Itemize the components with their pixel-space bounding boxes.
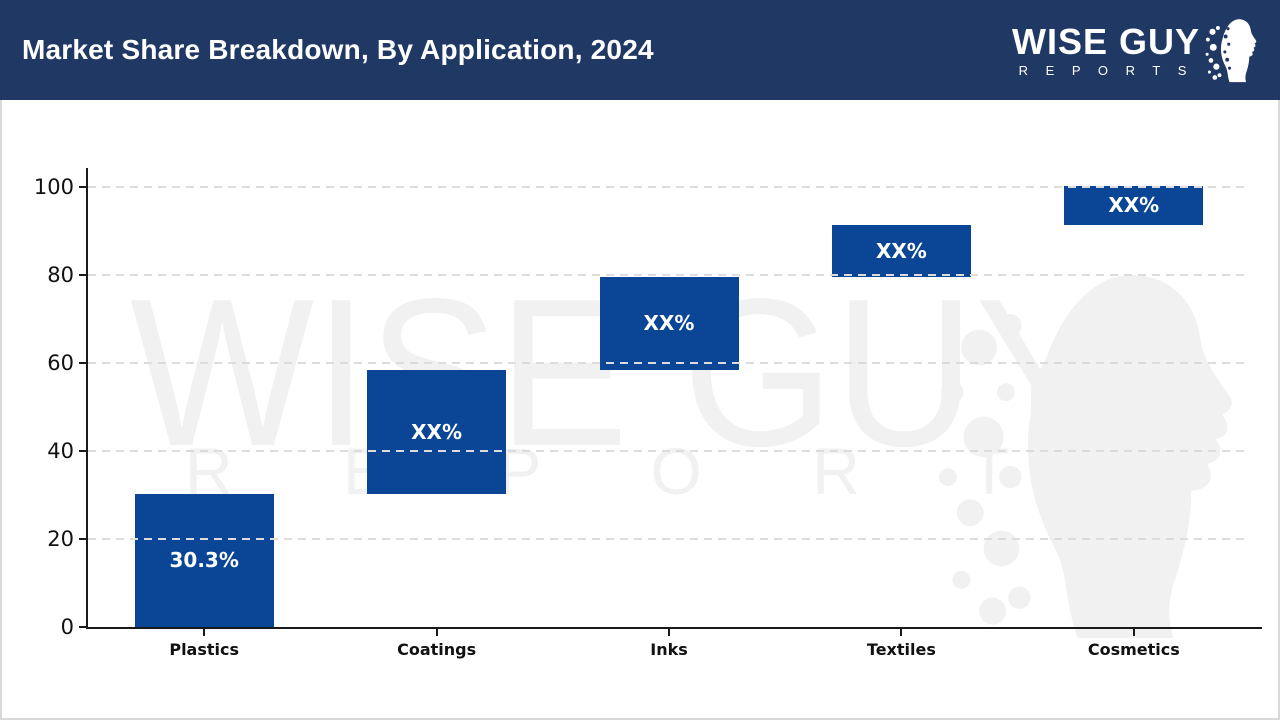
page-title: Market Share Breakdown, By Application, … xyxy=(22,34,654,65)
y-tick-100 xyxy=(79,186,88,188)
bar-cosmetics: XX% xyxy=(1064,185,1204,226)
bar-value-label-textiles: XX% xyxy=(875,239,927,263)
y-tick-20 xyxy=(79,538,88,540)
y-tick-label-60: 60 xyxy=(47,351,74,375)
x-axis-label-inks: Inks xyxy=(650,640,688,659)
x-axis-label-coatings: Coatings xyxy=(397,640,477,659)
brand-logo-text: WISE GUY R E P O R T S xyxy=(1011,20,1200,78)
x-axis-label-cosmetics: Cosmetics xyxy=(1087,640,1180,659)
y-tick-label-40: 40 xyxy=(47,439,74,463)
brand-tagline: R E P O R T S xyxy=(1018,62,1194,78)
gridline-100 xyxy=(88,186,1250,188)
y-tick-80 xyxy=(79,274,88,276)
y-tick-label-80: 80 xyxy=(47,263,74,287)
gridline-40 xyxy=(88,450,1250,452)
plot-area: 0 20 40 60 80 100 30.3% Plastics XX% Coatings XX% I… xyxy=(0,100,1280,720)
bar-value-label-coatings: XX% xyxy=(411,419,463,444)
y-tick-40 xyxy=(79,450,88,452)
bar-value-label-inks: XX% xyxy=(643,311,695,336)
y-tick-label-100: 100 xyxy=(33,175,74,199)
y-axis-line xyxy=(86,168,88,629)
bar-textiles: XX% xyxy=(831,225,971,277)
header-bar: Market Share Breakdown, By Application, … xyxy=(0,0,1280,100)
x-axis-label-plastics: Plastics xyxy=(169,640,240,659)
bar-coatings: XX% xyxy=(367,370,507,494)
x-tick-plastics xyxy=(203,629,206,636)
y-tick-0 xyxy=(79,626,88,628)
x-axis-line xyxy=(86,627,1262,629)
x-tick-cosmetics xyxy=(1132,629,1135,636)
bar-inks: XX% xyxy=(599,276,739,371)
gridline-20 xyxy=(88,538,1250,540)
bar-value-label-cosmetics: XX% xyxy=(1108,193,1160,218)
x-tick-inks xyxy=(668,629,670,636)
gridline-80 xyxy=(88,274,1250,276)
x-tick-coatings xyxy=(435,629,438,636)
x-axis-label-textiles: Textiles xyxy=(866,640,936,659)
bar-value-label-plastics: 30.3% xyxy=(169,548,239,573)
gridline-60 xyxy=(88,362,1250,364)
y-tick-60 xyxy=(79,362,88,364)
y-tick-label-20: 20 xyxy=(47,527,74,551)
logo-face-icon xyxy=(1205,19,1257,83)
brand-logo: WISE GUY R E P O R T S xyxy=(1012,12,1262,88)
brand-name: WISE GUY xyxy=(1011,20,1200,62)
bar-plastics: 30.3% xyxy=(134,493,274,627)
watermark-face-icon xyxy=(938,275,1232,638)
y-tick-label-0: 0 xyxy=(60,615,74,639)
x-tick-textiles xyxy=(900,629,903,636)
